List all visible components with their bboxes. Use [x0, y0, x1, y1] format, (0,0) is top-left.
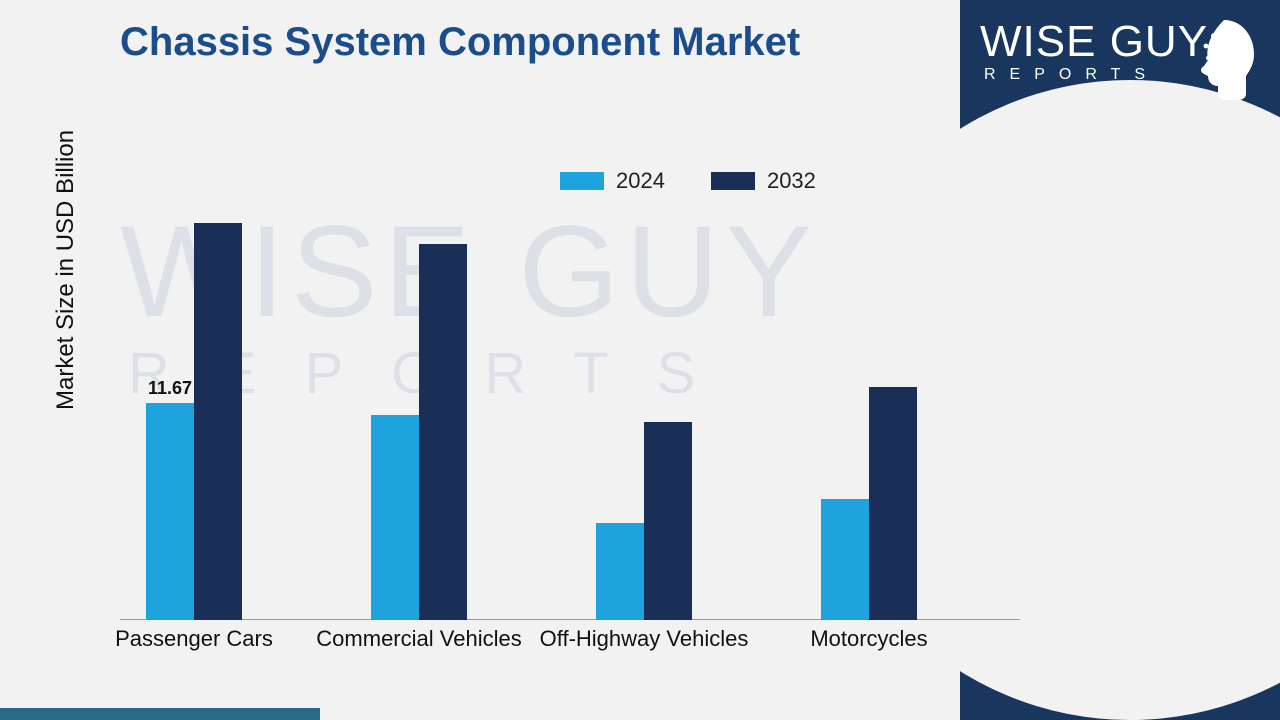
- chart-canvas: WISE GUY REPORTS Chassis System Componen…: [0, 0, 1280, 720]
- bottom-accent-bar: [0, 708, 320, 720]
- legend-label-2032: 2032: [767, 168, 816, 194]
- head-silhouette-icon: [1184, 16, 1258, 102]
- bar: [194, 223, 242, 620]
- legend-swatch-2032: [711, 172, 755, 190]
- bar: [146, 403, 194, 620]
- y-axis-label: Market Size in USD Billion: [52, 130, 80, 410]
- brand-logo: WISE GUY REPORTS: [980, 20, 1250, 84]
- bar: [644, 422, 692, 620]
- category-label: Commercial Vehicles: [309, 620, 529, 652]
- chart-title: Chassis System Component Market: [120, 20, 800, 65]
- category-label: Off-Highway Vehicles: [534, 620, 754, 652]
- bar: [419, 244, 467, 620]
- legend-swatch-2024: [560, 172, 604, 190]
- legend: 2024 2032: [560, 168, 816, 194]
- legend-label-2024: 2024: [616, 168, 665, 194]
- legend-item-2024: 2024: [560, 168, 665, 194]
- bar: [371, 415, 419, 620]
- plot-area: Passenger CarsCommercial VehiclesOff-Hig…: [120, 210, 1020, 620]
- bar-value-label: 11.67: [146, 378, 194, 399]
- bar: [869, 387, 917, 620]
- brand-word-wise: WISE: [980, 17, 1096, 66]
- bar: [596, 523, 644, 620]
- category-label: Passenger Cars: [84, 620, 304, 652]
- bar: [821, 499, 869, 620]
- category-label: Motorcycles: [759, 620, 979, 652]
- legend-item-2032: 2032: [711, 168, 816, 194]
